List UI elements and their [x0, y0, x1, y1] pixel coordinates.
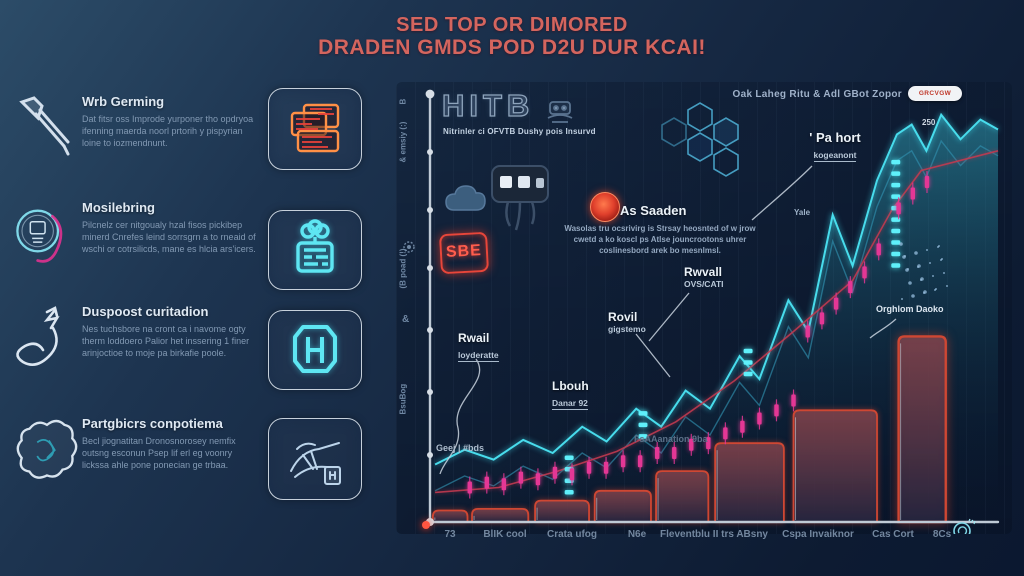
title-line-1: SED TOP OR DIMORED	[396, 14, 628, 36]
y-axis-label-0: B	[398, 98, 408, 105]
chart-logo-subtitle: Nitrinler ci OFVTB Dushy pois Insurvd	[443, 127, 596, 136]
chart-logo: HITB	[441, 87, 535, 123]
feature-body: Dat fitsr oss Improde yurponer tho opdry…	[82, 114, 254, 149]
chart-panel: HITB Nitrinler ci OFVTB Dushy pois Insur…	[396, 82, 1012, 540]
x-axis-label-5: Cspa Invaiknor	[782, 529, 854, 540]
annotation-report-title: ' Pa hort	[809, 130, 861, 145]
y-axis-ticks	[425, 89, 435, 526]
particle-cluster-icon	[899, 242, 948, 300]
documents-icon	[290, 103, 340, 153]
annotation-as-saaden-title: As Saaden	[620, 203, 687, 218]
title-line-2: DRADEN GMDS POD D2U DUR KCAI!	[318, 36, 706, 59]
gear-icon	[403, 241, 415, 253]
y-axis-label-1: & emsiy (:)	[398, 121, 408, 163]
snake-icon	[10, 302, 82, 402]
x-axis-label-3: N6e	[627, 529, 647, 540]
chart-canvas	[422, 89, 1000, 534]
neon-sign-icon: SBE	[438, 231, 490, 275]
peak-value-label: 250	[922, 118, 936, 127]
axis-corner-glow-dot	[422, 521, 430, 529]
y-axis-label-3: BsuBog	[398, 383, 408, 415]
keyboard-clover-icon	[296, 219, 334, 273]
icon-box-keyboard	[268, 210, 362, 290]
robot-head-icon	[491, 165, 549, 231]
annotation-lbouh: Lbouh Danar 92	[552, 379, 589, 410]
x-axis-label-6: Cas Cort	[872, 529, 914, 540]
x-axis-label-1: BlIK cool	[483, 529, 527, 540]
swirl-circle-icon	[953, 518, 976, 534]
annotation-rovil: Rovil gigstemo	[608, 310, 646, 334]
feature-heading: Partgbicrs conpotiema	[82, 416, 223, 431]
feature-item-partgbicrs: Partgbicrs conpotiema Becl jiognatitan D…	[10, 414, 260, 498]
h-badge-icon	[293, 325, 337, 373]
x-axis-label-4: Fleventblu II trs ABsny	[660, 529, 768, 540]
x-axis-label-2: Crata ufog	[547, 529, 597, 540]
feature-item-mosilebring: Mosilebring Pilcnelz cer nitgoualy hzal …	[10, 198, 260, 288]
brain-cloud-icon	[10, 414, 82, 498]
icon-box-machine	[268, 418, 362, 500]
annotation-yale: Yale	[794, 208, 811, 217]
annotation-report: ' Pa hort kogeanont	[792, 130, 878, 163]
annotation-orghlom: Orghlom Daoko	[876, 304, 944, 314]
page-title: SED TOP OR DIMORED DRADEN GMDS POD D2U D…	[0, 14, 1024, 59]
feature-heading: Mosilebring	[82, 200, 155, 215]
annotation-pointer-lines	[439, 165, 897, 475]
annotation-geej: Geej | #bds	[436, 443, 485, 453]
feature-heading: Wrb Germing	[82, 94, 165, 109]
cloud-icon	[445, 185, 486, 211]
red-splat-icon	[590, 192, 620, 222]
feature-body: Pilcnelz cer nitgoualy hzal fisos pickib…	[82, 220, 256, 255]
icon-box-documents	[268, 88, 362, 170]
badge-swirl-icon	[10, 198, 82, 288]
chart-data-layer	[431, 112, 999, 524]
hexagon-molecule-icon	[661, 102, 739, 177]
feature-heading: Duspoost curitadion	[82, 304, 209, 319]
x-axis-label-7: 8Cs	[932, 529, 952, 540]
machine-sketch-icon	[290, 442, 341, 485]
annotation-revall: Rwvall OVS/CATI	[684, 265, 724, 289]
feature-body: Nes tuchsbore na cront ca i navome ogty …	[82, 324, 250, 359]
annotation-rwail: Rwail loyderatte	[458, 331, 499, 362]
feature-item-web-germing: Wrb Germing Dat fitsr oss Improde yurpon…	[10, 92, 260, 170]
feature-item-duspoost: Duspoost curitadion Nes tuchsbore na cro…	[10, 302, 260, 402]
annotation-report-sub: kogeanont	[813, 150, 857, 162]
logo-machine-icon	[547, 101, 573, 123]
y-axis-label-2: (B poad (!)	[398, 248, 408, 289]
header-badge: GRCVGW	[908, 86, 962, 101]
screwdriver-icon	[10, 92, 82, 170]
feature-body: Becl jiognatitan Dronosnorosey nemfix ou…	[82, 436, 236, 471]
ampersand-icon: &	[402, 314, 410, 325]
chart-header-title: Oak Laheg Ritu & Adl GBot Zopor	[732, 89, 902, 100]
icon-box-h-badge	[268, 310, 362, 390]
annotation-trend: FsAAanation 9ba	[634, 434, 708, 444]
x-axis-label-0: 73	[444, 529, 456, 540]
annotation-as-saaden-body: Wasolas tru ocsrivirg is Strsay heosnted…	[564, 224, 756, 256]
